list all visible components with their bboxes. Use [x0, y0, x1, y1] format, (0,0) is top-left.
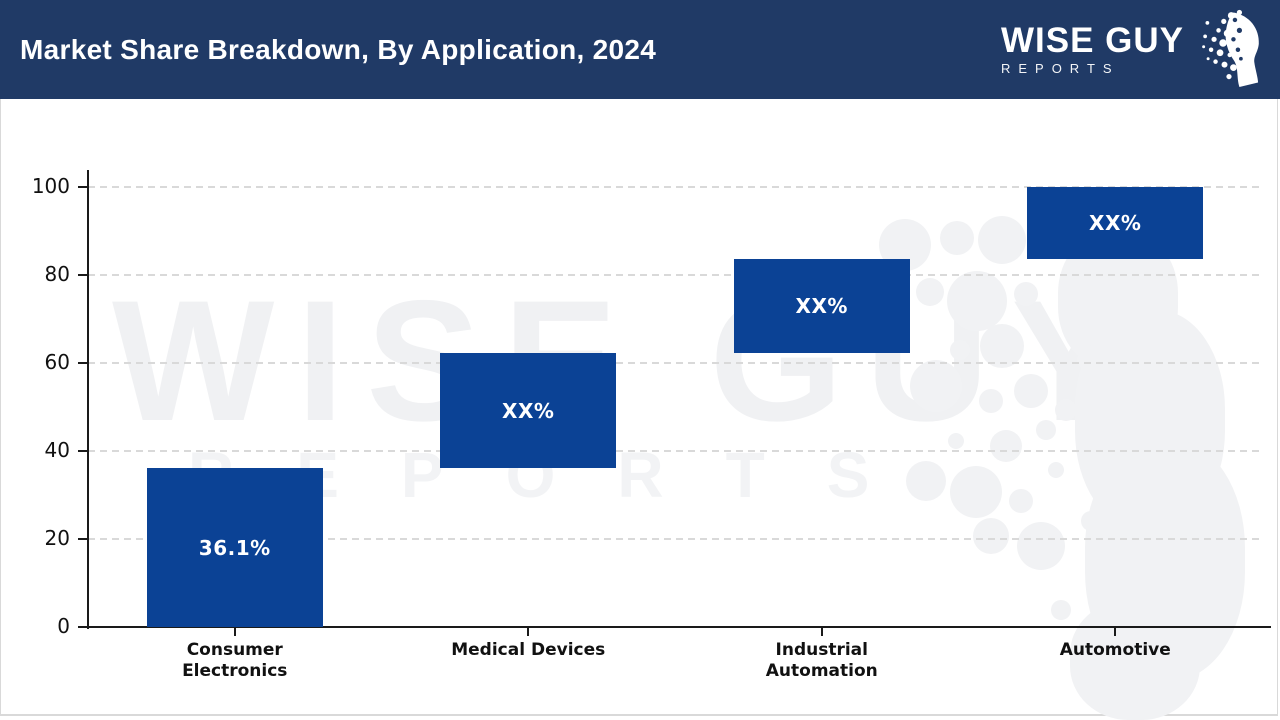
- y-tick-100: [78, 186, 87, 188]
- x-tick-3: [1114, 628, 1117, 636]
- page-title: Market Share Breakdown, By Application, …: [20, 33, 657, 65]
- y-tick-label-100: 100: [31, 174, 70, 198]
- x-tick-0: [233, 628, 236, 636]
- y-tick-80: [78, 274, 87, 276]
- gridline-80: [88, 274, 1262, 276]
- y-tick-label-0: 0: [57, 614, 70, 638]
- logo-wordmark: WISE GUY: [1000, 21, 1184, 60]
- logo-text: WISE GUY REPORTS: [1000, 21, 1184, 77]
- bar-value-label: XX%: [502, 398, 555, 423]
- y-tick-40: [78, 450, 87, 452]
- gridline-40: [88, 450, 1262, 452]
- bar-value-label: 36.1%: [198, 535, 271, 560]
- category-label-0: Consumer Electronics: [182, 640, 288, 681]
- bar-automotive: XX%: [1027, 187, 1204, 260]
- gridline-60: [88, 362, 1262, 364]
- x-tick-1: [527, 628, 530, 636]
- header-bar: Market Share Breakdown, By Application, …: [0, 0, 1280, 99]
- bar-value-label: XX%: [1089, 211, 1142, 236]
- category-label-3: Automotive: [1059, 640, 1171, 660]
- bar-industrial-automation: XX%: [733, 259, 910, 354]
- y-axis-line: [87, 170, 89, 629]
- gridline-100: [88, 186, 1262, 188]
- y-tick-label-80: 80: [44, 262, 70, 286]
- y-tick-0: [78, 626, 87, 628]
- y-tick-label-20: 20: [44, 526, 70, 550]
- x-axis-line: [87, 626, 1271, 628]
- bar-value-label: XX%: [795, 294, 848, 319]
- y-tick-20: [78, 538, 87, 540]
- y-tick-label-40: 40: [44, 438, 70, 462]
- category-label-2: Industrial Automation: [765, 640, 878, 681]
- gridline-20: [88, 538, 1262, 540]
- bar-medical-devices: XX%: [440, 353, 617, 469]
- wise-guy-reports-logo: WISE GUY REPORTS: [1001, 8, 1266, 90]
- y-tick-60: [78, 362, 87, 364]
- y-tick-label-60: 60: [44, 350, 70, 374]
- x-tick-2: [820, 628, 823, 636]
- dotted-head-icon: [1202, 9, 1259, 88]
- bar-consumer-electronics: 36.1%: [146, 468, 323, 627]
- logo-subtitle: REPORTS: [1000, 61, 1120, 76]
- category-label-1: Medical Devices: [451, 640, 606, 660]
